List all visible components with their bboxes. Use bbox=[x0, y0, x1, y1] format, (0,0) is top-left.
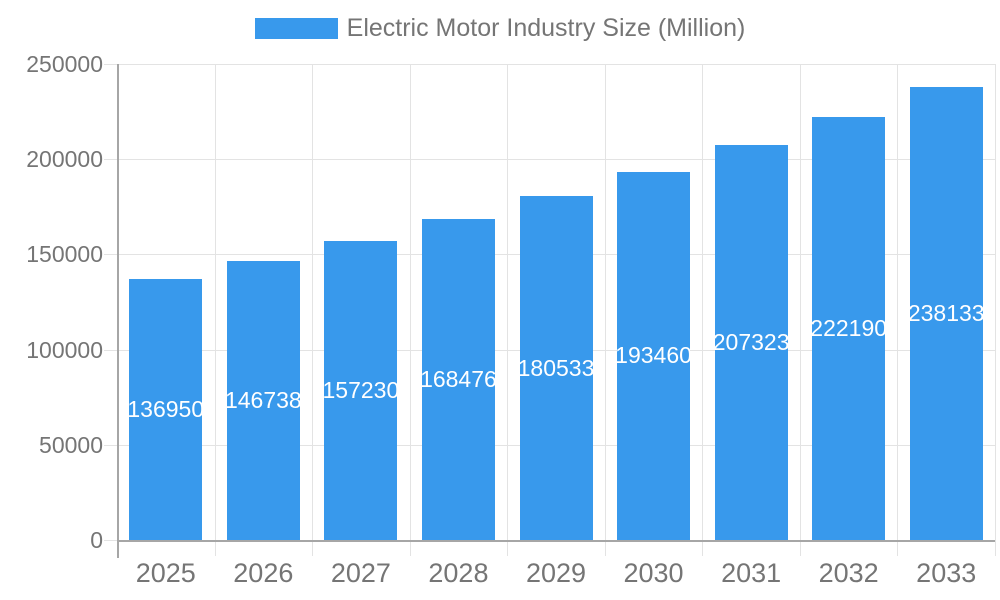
bar-2027: 157230 bbox=[324, 240, 398, 540]
x-tick-mark bbox=[214, 540, 216, 556]
bar-2026: 146738 bbox=[226, 260, 300, 540]
x-tick-mark bbox=[702, 540, 704, 556]
y-tick-mark bbox=[104, 349, 117, 351]
x-axis-tick-label: 2028 bbox=[428, 558, 489, 588]
x-gridline bbox=[702, 64, 704, 540]
y-axis-tick-label: 50000 bbox=[39, 431, 103, 458]
bar-value-label: 136950 bbox=[129, 396, 203, 423]
x-gridline bbox=[799, 64, 801, 540]
x-gridline bbox=[604, 64, 606, 540]
x-tick-mark bbox=[995, 540, 996, 556]
x-tick-mark bbox=[312, 540, 314, 556]
x-gridline bbox=[897, 64, 899, 540]
y-tick-mark bbox=[104, 64, 117, 65]
bar-2028: 168476 bbox=[421, 219, 495, 540]
y-axis-tick-label: 200000 bbox=[26, 146, 103, 173]
y-axis-tick-label: 150000 bbox=[26, 241, 103, 268]
y-axis-tick-label: 0 bbox=[90, 527, 103, 553]
x-axis-tick-label: 2031 bbox=[721, 558, 782, 588]
y-axis-tick-label: 250000 bbox=[26, 51, 103, 77]
x-axis-tick-label: 2030 bbox=[623, 558, 684, 588]
bar-2030: 193460 bbox=[617, 171, 691, 540]
x-tick-mark bbox=[507, 540, 509, 556]
y-axis-tick-label: 100000 bbox=[26, 336, 103, 363]
bar-value-label: 168476 bbox=[421, 366, 495, 393]
x-gridline bbox=[312, 64, 314, 540]
x-gridline bbox=[409, 64, 411, 540]
x-gridline bbox=[214, 64, 216, 540]
bar-value-label: 193460 bbox=[617, 342, 691, 369]
x-tick-mark bbox=[409, 540, 411, 556]
y-tick-mark bbox=[104, 444, 117, 446]
x-axis-tick-label: 2025 bbox=[135, 558, 196, 588]
bar-2032: 222190 bbox=[812, 116, 886, 540]
y-tick-mark bbox=[104, 159, 117, 161]
bar-value-label: 146738 bbox=[226, 386, 300, 413]
bar-2025: 136950 bbox=[129, 279, 203, 540]
bar-2033: 238133 bbox=[909, 86, 983, 540]
y-axis-line bbox=[117, 64, 119, 558]
x-axis-baseline bbox=[117, 540, 995, 542]
y-gridline bbox=[117, 64, 995, 65]
bar-2029: 180533 bbox=[519, 196, 593, 540]
legend-label: Electric Motor Industry Size (Million) bbox=[346, 14, 746, 42]
x-tick-mark bbox=[604, 540, 606, 556]
bar-value-label: 222190 bbox=[812, 314, 886, 341]
y-gridline bbox=[117, 159, 995, 161]
y-tick-mark bbox=[104, 254, 117, 256]
bar-2031: 207323 bbox=[714, 145, 788, 540]
legend: Electric Motor Industry Size (Million) bbox=[0, 14, 1000, 43]
x-axis-tick-label: 2026 bbox=[233, 558, 294, 588]
x-axis-tick-label: 2032 bbox=[818, 558, 879, 588]
bar-value-label: 238133 bbox=[909, 299, 983, 326]
bar-value-label: 207323 bbox=[714, 329, 788, 356]
x-tick-mark bbox=[897, 540, 899, 556]
x-axis-tick-label: 2033 bbox=[916, 558, 977, 588]
x-axis-tick-label: 2027 bbox=[330, 558, 391, 588]
bar-value-label: 157230 bbox=[324, 376, 398, 403]
legend-swatch bbox=[254, 18, 338, 39]
x-gridline bbox=[995, 64, 996, 540]
x-tick-mark bbox=[799, 540, 801, 556]
y-tick-mark bbox=[104, 540, 117, 541]
x-axis-tick-label: 2029 bbox=[525, 558, 587, 588]
x-gridline bbox=[507, 64, 509, 540]
bar-value-label: 180533 bbox=[519, 354, 593, 381]
